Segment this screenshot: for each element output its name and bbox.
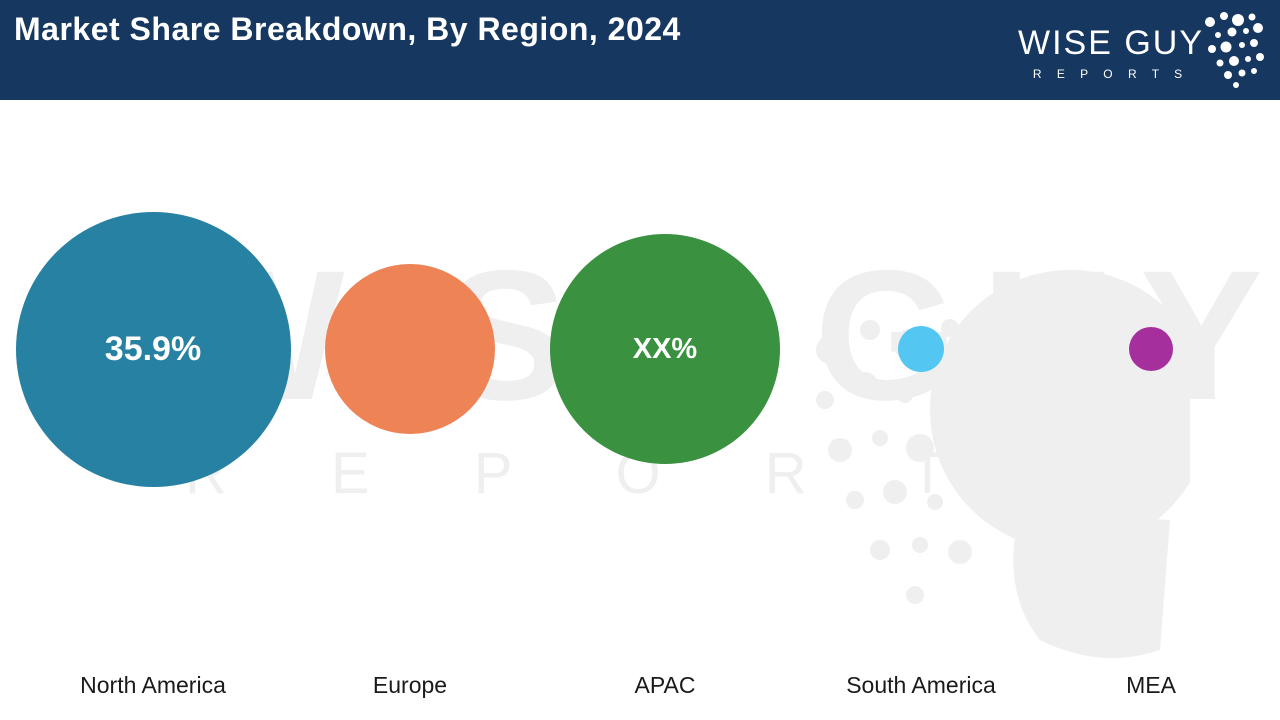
category-label-mea: MEA — [1126, 672, 1176, 698]
brand-name: WISE GUY — [1018, 24, 1205, 62]
bubble-value-label-north-america: 35.9% — [104, 329, 202, 368]
bubble-mea — [1129, 327, 1173, 371]
brand-logo: WISE GUY R E P O R T S — [1018, 8, 1268, 94]
bubble-layer: 35.9% XX% — [0, 100, 1280, 720]
category-label-apac: APAC — [634, 672, 696, 698]
page-title: Market Share Breakdown, By Region, 2024 — [14, 11, 681, 47]
category-label-row: North America Europe APAC South America MEA — [0, 100, 1280, 720]
brand-head-dots-icon — [1205, 12, 1264, 88]
chart-area: WISE GUY R E P O R T S 35.9%XX% North Am… — [0, 100, 1280, 720]
brand-subtitle: R E P O R T S — [1032, 67, 1189, 81]
category-label-south-america: South America — [846, 672, 996, 698]
category-label-north-america: North America — [80, 672, 226, 698]
bubble-south-america — [898, 326, 944, 372]
bubble-europe — [325, 264, 495, 434]
bubble-apac: XX% — [550, 234, 780, 464]
category-label-europe: Europe — [372, 672, 448, 698]
bubble-north-america: 35.9% — [15, 211, 291, 487]
header-bar: Market Share Breakdown, By Region, 2024 … — [0, 0, 1280, 100]
brand-logo-text: WISE GUY R E P O R T S — [1018, 24, 1203, 81]
bubble-value-label-apac: XX% — [632, 332, 698, 365]
